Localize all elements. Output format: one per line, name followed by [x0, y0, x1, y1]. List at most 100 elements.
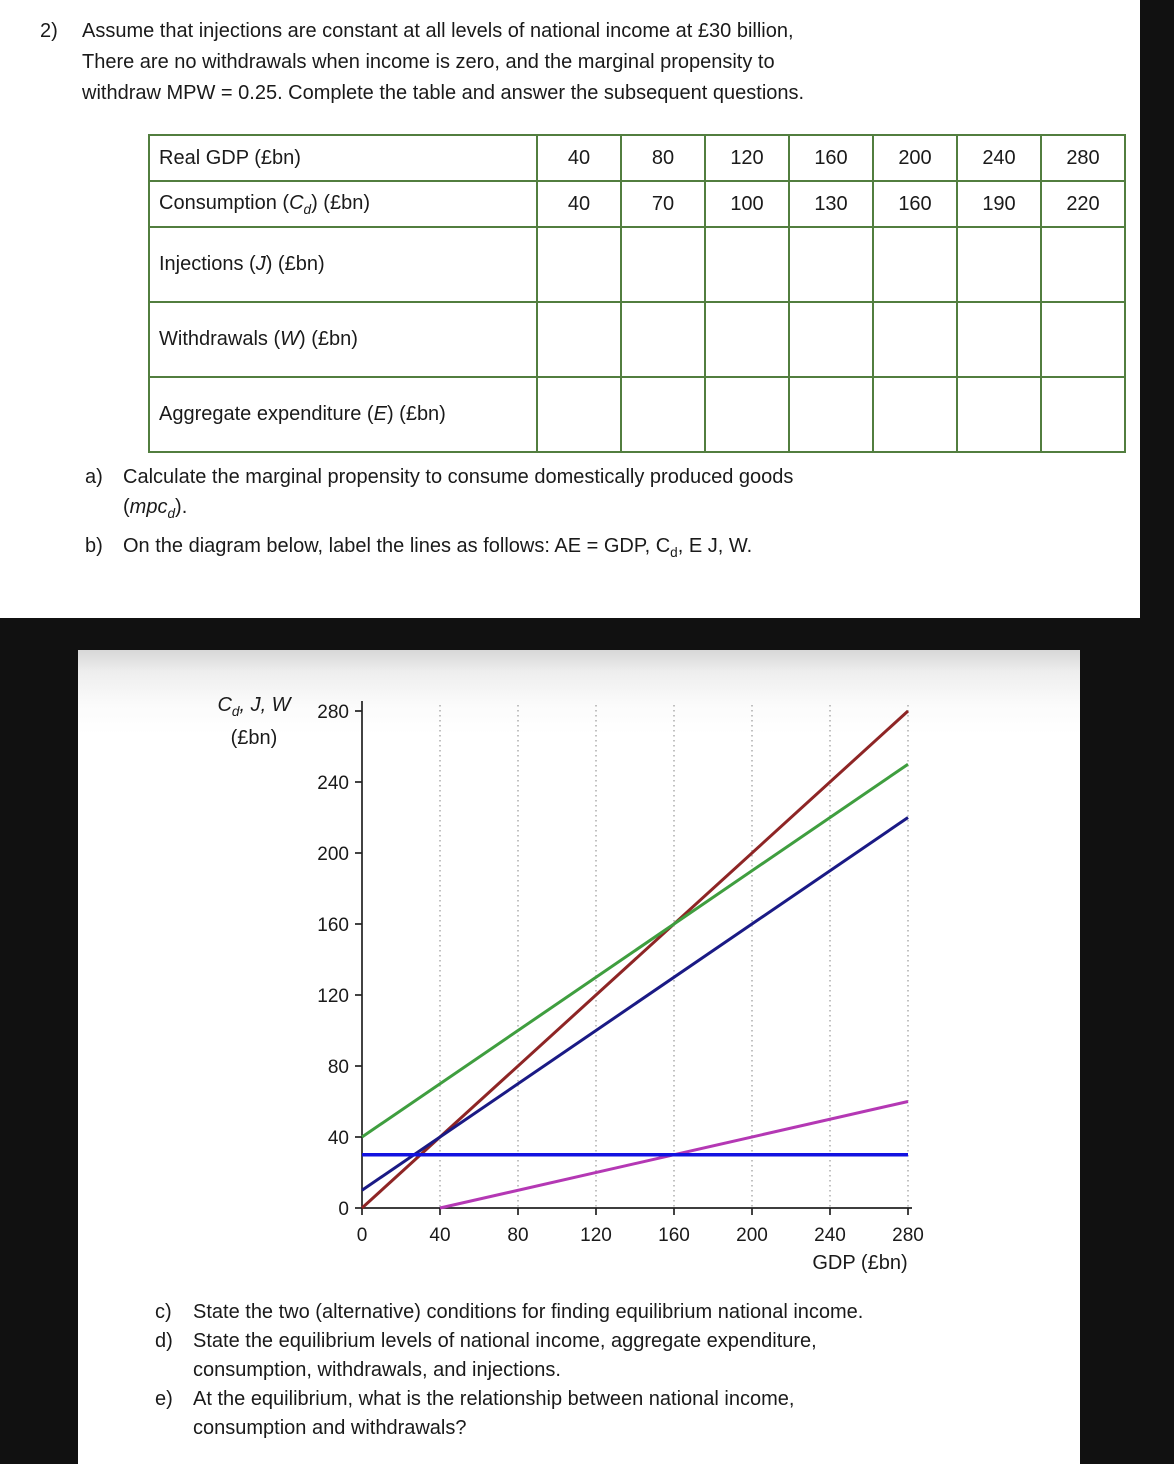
text-segment: d	[167, 506, 176, 521]
question-text: At the equilibrium, what is the relation…	[193, 1385, 794, 1443]
text-line: On the diagram below, label the lines as…	[123, 531, 752, 568]
y-tick-label: 280	[317, 702, 349, 723]
table-body: Real GDP (£bn) 40 80 120 160 200 240 280 Consump…	[148, 134, 1126, 453]
value-cell	[704, 301, 790, 378]
text-line: Assume that injections are constant at a…	[82, 20, 794, 42]
text-segment: mpc	[129, 496, 168, 518]
value-cell: 120	[704, 134, 790, 182]
text-segment: Injections (	[159, 253, 256, 275]
value-cell	[620, 226, 706, 303]
text-line: At the equilibrium, what is the relation…	[193, 1385, 794, 1414]
value-cell	[620, 301, 706, 378]
value-cell	[1040, 376, 1126, 453]
value-cell	[788, 226, 874, 303]
row-label: Consumption (Cd) (£bn)	[148, 180, 538, 228]
question-text: Calculate the marginal propensity to con…	[123, 462, 793, 529]
text-line: (mpcd).	[123, 492, 793, 529]
text-segment: consumption and withdrawals?	[193, 1417, 467, 1439]
text-line: consumption, withdrawals, and injections…	[193, 1356, 817, 1385]
value-cell	[1040, 226, 1126, 303]
value-cell	[788, 301, 874, 378]
x-axis-label: GDP (£bn)	[812, 1252, 908, 1274]
text-segment: Withdrawals (	[159, 328, 281, 350]
value-cell	[956, 376, 1042, 453]
x-tick-label: 160	[658, 1225, 690, 1246]
y-tick-label: 160	[317, 915, 349, 936]
value-cell: 160	[788, 134, 874, 182]
text-segment: ) (£bn)	[311, 191, 370, 214]
text-line: There are no withdrawals when income is …	[82, 51, 775, 73]
value-cell	[872, 301, 958, 378]
row-label: Aggregate expenditure (E) (£bn)	[148, 376, 538, 453]
national-income-table: Real GDP (£bn) 40 80 120 160 200 240 280 Consump…	[148, 134, 1126, 453]
value-cell	[620, 376, 706, 453]
y-tick-label: 200	[317, 844, 349, 865]
text-segment: d	[303, 201, 312, 217]
text-line: State the two (alternative) conditions f…	[193, 1298, 863, 1327]
question-number: 2)	[40, 20, 58, 42]
text-segment: d	[670, 545, 678, 560]
value-cell: 80	[620, 134, 706, 182]
x-tick-label: 280	[892, 1225, 924, 1246]
line-e-aggregate-expenditure	[361, 763, 909, 1139]
text-segment: Real GDP (£bn)	[159, 146, 301, 169]
table-row: Consumption (Cd) (£bn) 40 70 100 130 160 190 22…	[148, 180, 1126, 228]
value-cell	[536, 376, 622, 453]
question-item: d) State the equilibrium levels of nation…	[155, 1327, 863, 1385]
value-cell: 200	[872, 134, 958, 182]
question-letter: d)	[155, 1330, 173, 1352]
value-cell	[956, 226, 1042, 303]
text-segment: State the equilibrium levels of national…	[193, 1330, 817, 1352]
value-cell	[704, 376, 790, 453]
question-item: a) Calculate the marginal propensity to c…	[85, 462, 793, 529]
national-income-chart: 0 40 80 120 160 200 240 280 0 40 80 120 160 200 240 280	[317, 701, 924, 1246]
x-tick-label: 40	[429, 1225, 450, 1246]
text-segment: Calculate the marginal propensity to con…	[123, 466, 794, 488]
value-cell	[704, 226, 790, 303]
x-tick-label: 200	[736, 1225, 768, 1246]
value-cell: 190	[956, 180, 1042, 228]
table-row: Injections (J) (£bn)	[148, 226, 1126, 303]
value-cell: 40	[536, 134, 622, 182]
text-segment: E	[373, 403, 387, 425]
text-segment: consumption, withdrawals, and injections…	[193, 1359, 561, 1381]
y-axis-variables: Cd, J, W	[208, 692, 300, 725]
question-2-intro: 2) Assume that injections are constant a…	[40, 16, 804, 109]
question-letter: e)	[155, 1388, 173, 1410]
question-letter: a)	[85, 466, 103, 488]
table-row: Withdrawals (W) (£bn)	[148, 301, 1126, 378]
x-tick-label: 80	[507, 1225, 528, 1246]
value-cell: 160	[872, 180, 958, 228]
text-segment: , J, W	[239, 694, 291, 716]
value-cell: 100	[704, 180, 790, 228]
diagram-section: Cd, J, W (£bn) 0 40 80 120 160 200 240 280 0 40 80…	[78, 650, 1080, 1464]
text-segment: , E J, W.	[677, 535, 753, 557]
y-tick-label: 0	[338, 1199, 349, 1220]
x-tick-label: 120	[580, 1225, 612, 1246]
questions-c-e: c) State the two (alternative) conditions…	[155, 1298, 863, 1443]
question-text: On the diagram below, label the lines as…	[123, 531, 752, 568]
question-2-section: 2) Assume that injections are constant a…	[0, 0, 1140, 618]
value-cell	[956, 301, 1042, 378]
value-cell: 130	[788, 180, 874, 228]
question-item: b) On the diagram below, label the lines …	[85, 531, 793, 568]
x-tick-label: 0	[357, 1225, 368, 1246]
questions-a-b: a) Calculate the marginal propensity to c…	[85, 462, 793, 570]
value-cell: 280	[1040, 134, 1126, 182]
text-segment: On the diagram below, label the lines as…	[123, 535, 671, 557]
table-row: Real GDP (£bn) 40 80 120 160 200 240 280	[148, 134, 1126, 182]
question-text: State the equilibrium levels of national…	[193, 1327, 817, 1385]
table-row: Aggregate expenditure (E) (£bn)	[148, 376, 1126, 453]
text-segment: Aggregate expenditure (	[159, 403, 374, 425]
text-line: Calculate the marginal propensity to con…	[123, 462, 793, 492]
value-cell: 40	[536, 180, 622, 228]
text-line: withdraw MPW = 0.25. Complete the table …	[82, 82, 805, 104]
text-segment: State the two (alternative) conditions f…	[193, 1301, 864, 1323]
text-line: State the equilibrium levels of national…	[193, 1327, 817, 1356]
question-letter: b)	[85, 535, 103, 557]
text-segment: At the equilibrium, what is the relation…	[193, 1388, 795, 1410]
text-segment: ).	[175, 496, 188, 518]
question-2-text: Assume that injections are constant at a…	[82, 16, 804, 109]
value-cell	[536, 301, 622, 378]
text-segment: Consumption (	[159, 191, 290, 214]
